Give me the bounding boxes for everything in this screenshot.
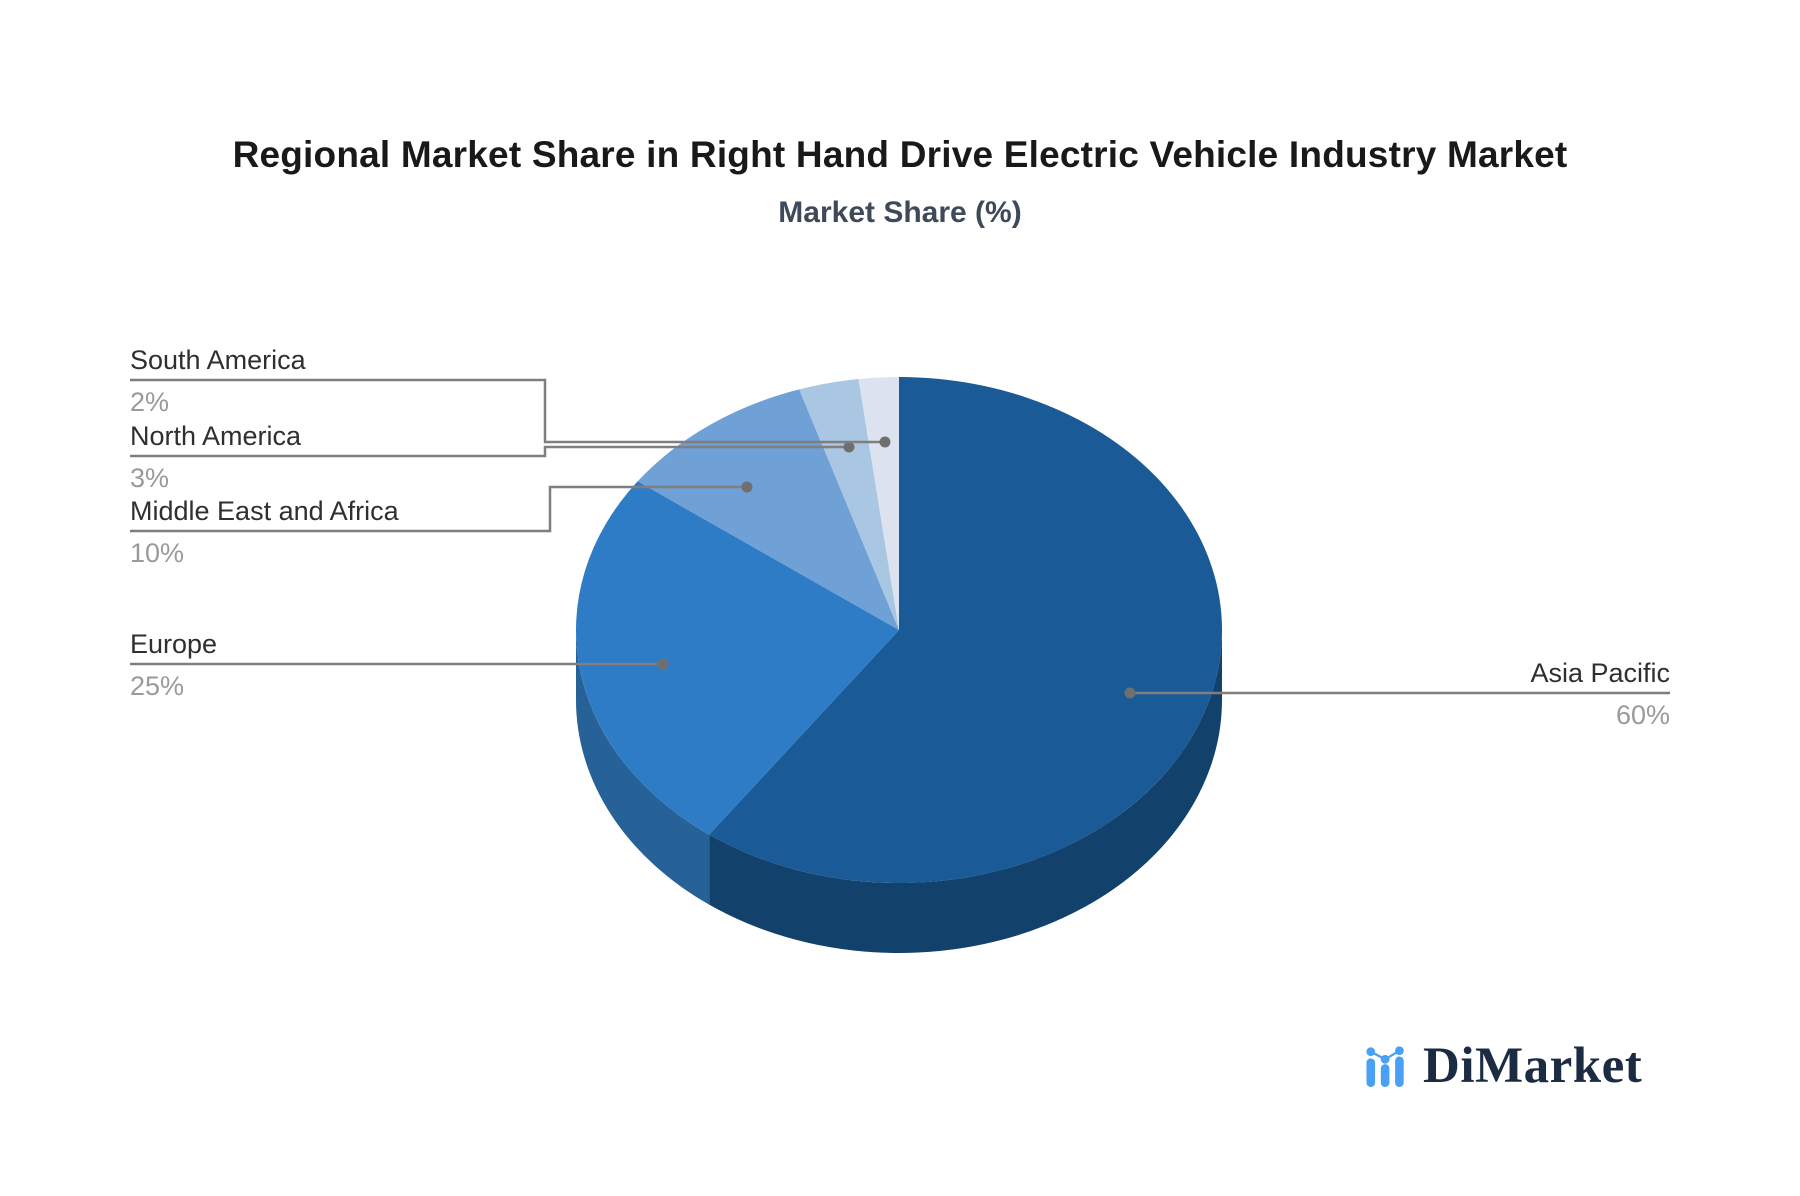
slice-label-north-america: North America 3% <box>130 420 301 495</box>
slice-label-europe: Europe 25% <box>130 628 217 703</box>
bar-chart-sparkline-icon <box>1366 1046 1404 1087</box>
slice-label-south-america: South America 2% <box>130 344 306 419</box>
dimarket-logo: DiMarket <box>1364 1037 1642 1095</box>
slice-name: Europe <box>130 629 218 659</box>
slice-name: South America <box>130 345 306 375</box>
logo-text: DiMarket <box>1423 1038 1643 1094</box>
callout-dot-south-america <box>879 436 891 448</box>
slice-value: 10% <box>130 538 185 568</box>
slice-name: Middle East and Africa <box>130 496 399 526</box>
slice-value: 3% <box>130 463 170 493</box>
slice-value: 60% <box>1615 700 1670 730</box>
pie-slice-side-asia-pacific <box>709 630 1222 953</box>
pie-slice-middle-east-and-africa[interactable] <box>637 389 899 630</box>
slice-label-middle-east-and-africa: Middle East and Africa 10% <box>130 495 399 570</box>
callout-dot-asia-pacific <box>1124 687 1136 699</box>
slice-label-asia-pacific: Asia Pacific 60% <box>1530 657 1670 732</box>
slice-value: 2% <box>130 387 170 417</box>
slice-name: Asia Pacific <box>1530 658 1670 688</box>
callout-connector-south-america <box>130 378 885 444</box>
slice-name: North America <box>130 421 302 451</box>
callout-dot-europe <box>657 658 669 670</box>
chart-subtitle: Market Share (%) <box>778 196 1022 229</box>
pie-slice-asia-pacific[interactable] <box>709 377 1222 883</box>
callout-connector-north-america <box>130 445 849 458</box>
pie-slice-europe[interactable] <box>576 481 899 835</box>
callout-dot-middle-east-and-africa <box>741 481 753 493</box>
callout-dot-north-america <box>843 441 855 453</box>
slice-value: 25% <box>130 671 185 701</box>
callout-connector-middle-east-and-africa <box>130 485 747 533</box>
chart-title: Regional Market Share in Right Hand Driv… <box>232 134 1568 175</box>
pie-slice-side-europe <box>576 630 710 905</box>
